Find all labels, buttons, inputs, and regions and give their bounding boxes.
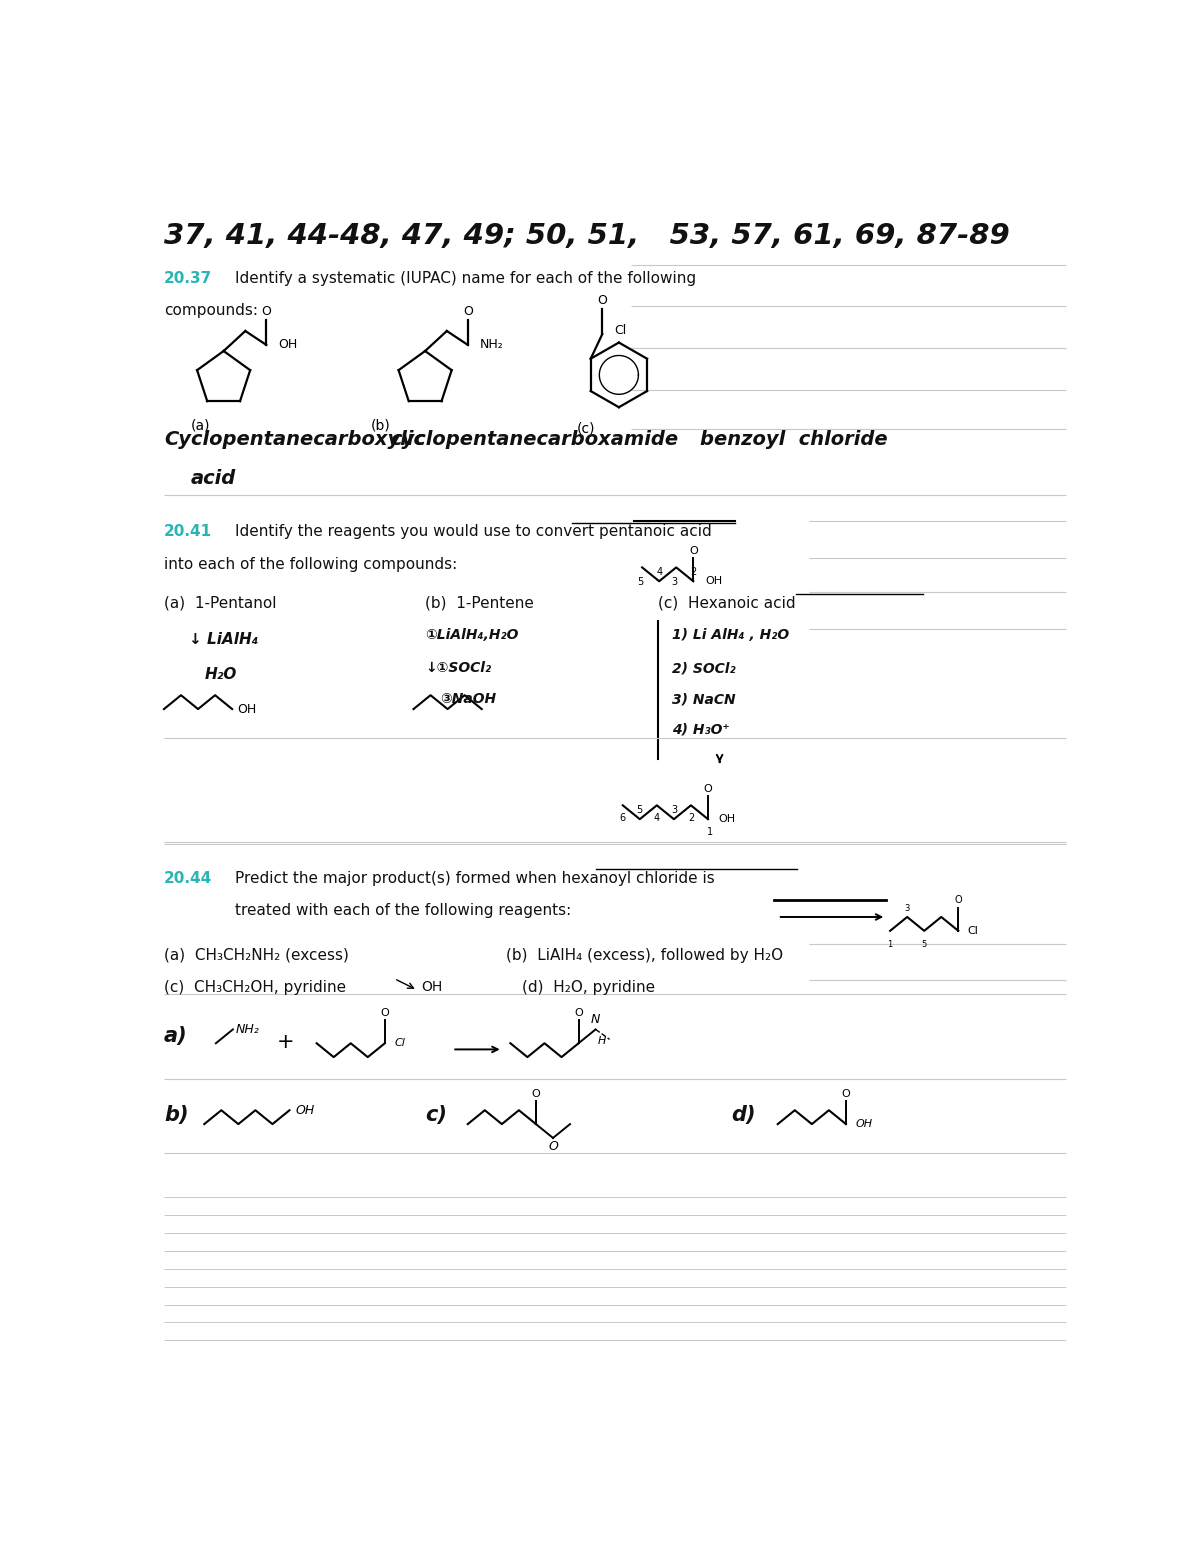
Text: OH: OH <box>278 338 298 351</box>
Text: (b)  1-Pentene: (b) 1-Pentene <box>425 594 534 610</box>
Text: O: O <box>954 896 962 905</box>
Text: O: O <box>574 1007 583 1018</box>
Text: 5: 5 <box>637 577 643 587</box>
Text: +: + <box>277 1032 294 1052</box>
Text: (b)  LiAlH₄ (excess), followed by H₂O: (b) LiAlH₄ (excess), followed by H₂O <box>506 948 784 962</box>
Text: O: O <box>548 1141 558 1153</box>
Text: 20.37: 20.37 <box>164 272 212 286</box>
Text: Cl: Cl <box>967 927 978 936</box>
Text: benzoyl  chloride: benzoyl chloride <box>701 430 888 450</box>
Text: 5: 5 <box>922 941 926 950</box>
Text: b): b) <box>164 1105 188 1125</box>
Text: O: O <box>689 546 697 556</box>
Text: 3: 3 <box>905 905 910 913</box>
Text: d): d) <box>731 1105 756 1125</box>
Text: 1: 1 <box>888 941 893 950</box>
Text: acid: acid <box>191 469 236 487</box>
Text: 20.41: 20.41 <box>164 525 212 539</box>
Text: treated with each of the following reagents:: treated with each of the following reage… <box>235 903 571 919</box>
Text: (a)  1-Pentanol: (a) 1-Pentanol <box>164 594 276 610</box>
Text: OH: OH <box>718 815 736 824</box>
Text: O: O <box>380 1007 389 1018</box>
Text: (c)  CH₃CH₂OH, pyridine: (c) CH₃CH₂OH, pyridine <box>164 981 346 995</box>
Text: 1: 1 <box>707 827 713 837</box>
Text: ①LiAlH₄,H₂O: ①LiAlH₄,H₂O <box>425 629 518 643</box>
Text: 4: 4 <box>654 813 660 823</box>
Text: O: O <box>598 295 607 307</box>
Text: OH: OH <box>704 576 722 587</box>
Text: 1) Li AlH₄ , H₂O: 1) Li AlH₄ , H₂O <box>672 629 788 643</box>
Text: (a)  CH₃CH₂NH₂ (excess): (a) CH₃CH₂NH₂ (excess) <box>164 948 349 962</box>
Text: 5: 5 <box>637 805 643 815</box>
Text: cyclopentanecarboxamide: cyclopentanecarboxamide <box>390 430 678 450</box>
Text: (d)  H₂O, pyridine: (d) H₂O, pyridine <box>522 981 655 995</box>
Text: 3: 3 <box>671 805 677 815</box>
Text: NH₂: NH₂ <box>235 1023 259 1035</box>
Text: ③NaOH: ③NaOH <box>440 692 497 706</box>
Text: (c)  Hexanoic acid: (c) Hexanoic acid <box>658 594 796 610</box>
Text: OH: OH <box>421 981 443 995</box>
Text: 2) SOCl₂: 2) SOCl₂ <box>672 661 736 675</box>
Text: 4) H₃O⁺: 4) H₃O⁺ <box>672 723 730 737</box>
Text: 4: 4 <box>656 568 662 577</box>
Text: (a): (a) <box>191 419 210 433</box>
Text: ↓①SOCl₂: ↓①SOCl₂ <box>425 661 491 675</box>
Text: OH: OH <box>236 703 256 715</box>
Text: O: O <box>841 1088 851 1099</box>
Text: Identify the reagents you would use to convert pentanoic acid: Identify the reagents you would use to c… <box>235 525 712 539</box>
Text: Identify a systematic (IUPAC) name for each of the following: Identify a systematic (IUPAC) name for e… <box>235 272 696 286</box>
Text: into each of the following compounds:: into each of the following compounds: <box>164 557 457 571</box>
Text: c): c) <box>425 1105 446 1125</box>
Text: (c): (c) <box>576 421 595 435</box>
Text: H₂O: H₂O <box>204 667 236 681</box>
Text: (b): (b) <box>371 419 391 433</box>
Text: O: O <box>262 304 271 318</box>
Text: O: O <box>703 784 713 793</box>
Text: ↓ LiAlH₄: ↓ LiAlH₄ <box>188 632 258 647</box>
Text: Predict the major product(s) formed when hexanoyl chloride is: Predict the major product(s) formed when… <box>235 871 715 886</box>
Text: 6: 6 <box>619 813 626 823</box>
Text: 37, 41, 44-48, 47, 49; 50, 51,   53, 57, 61, 69, 87-89: 37, 41, 44-48, 47, 49; 50, 51, 53, 57, 6… <box>164 222 1009 250</box>
Text: NH₂: NH₂ <box>479 338 503 351</box>
Text: 20.44: 20.44 <box>164 871 212 886</box>
Text: OH: OH <box>295 1103 314 1117</box>
Text: Cl: Cl <box>394 1038 406 1048</box>
Text: Cyclopentanecarboxylic: Cyclopentanecarboxylic <box>164 430 425 450</box>
Text: 2: 2 <box>690 568 696 577</box>
Text: a): a) <box>164 1026 187 1046</box>
Text: Cl: Cl <box>614 324 626 337</box>
Text: 2: 2 <box>688 813 694 823</box>
Text: 3: 3 <box>672 577 678 587</box>
Text: O: O <box>463 304 473 318</box>
Text: H: H <box>598 1035 606 1046</box>
Text: O: O <box>532 1088 540 1099</box>
Text: N: N <box>590 1013 600 1026</box>
Text: compounds:: compounds: <box>164 303 258 318</box>
Text: 3) NaCN: 3) NaCN <box>672 692 736 706</box>
Text: OH: OH <box>856 1119 874 1130</box>
